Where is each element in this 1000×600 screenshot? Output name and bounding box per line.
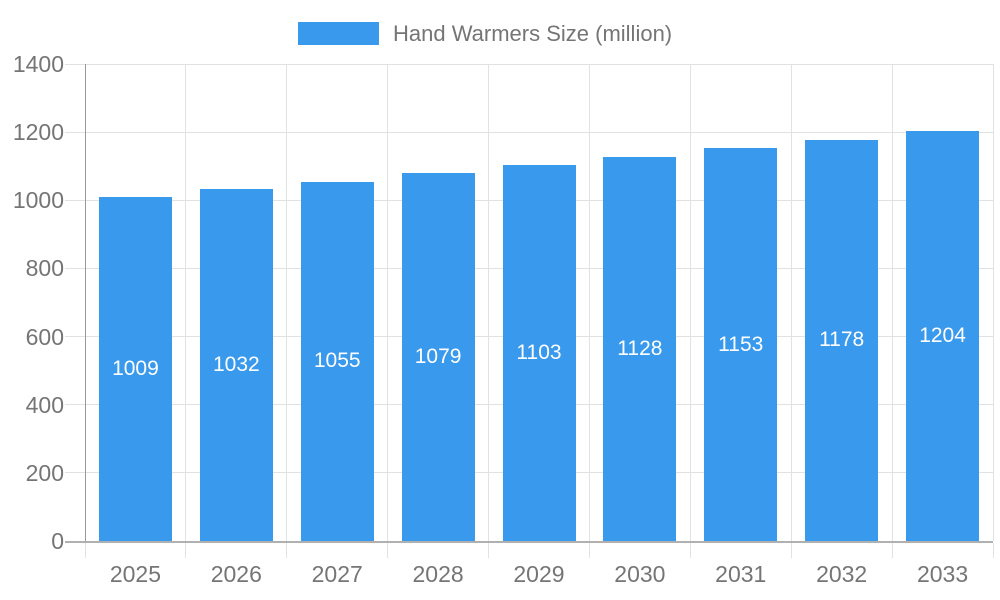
x-axis-tick-label: 2032 xyxy=(816,561,868,587)
y-axis-tick-label: 0 xyxy=(51,528,64,554)
bar-value-label: 1079 xyxy=(414,345,462,369)
x-axis-tick-label: 2028 xyxy=(412,561,464,587)
y-axis-tick-label: 800 xyxy=(25,255,64,282)
vertical-gridline xyxy=(185,64,187,541)
x-axis-line xyxy=(65,541,993,543)
horizontal-gridline xyxy=(85,131,993,133)
y-axis-tick xyxy=(65,63,85,65)
y-axis-tick-label: 1000 xyxy=(12,187,64,214)
bar-value-label: 1153 xyxy=(718,332,764,356)
bar[interactable]: 1079 xyxy=(401,173,475,541)
bar[interactable]: 1032 xyxy=(199,189,273,541)
bar-value-label: 1178 xyxy=(819,328,865,352)
y-axis-tick xyxy=(65,131,85,133)
legend-label: Hand Warmers Size (million) xyxy=(393,21,673,46)
bar[interactable]: 1103 xyxy=(502,165,576,541)
vertical-gridline xyxy=(488,64,490,541)
bar-value-label: 1204 xyxy=(919,323,966,347)
bar[interactable]: 1204 xyxy=(906,130,980,541)
x-axis-tick xyxy=(286,543,288,558)
y-axis-tick xyxy=(65,336,85,338)
bar[interactable]: 1178 xyxy=(805,139,879,541)
bar[interactable]: 1009 xyxy=(98,197,172,541)
vertical-gridline xyxy=(286,64,288,541)
x-axis-tick xyxy=(588,543,590,558)
x-axis-tick xyxy=(185,543,187,558)
vertical-gridline xyxy=(992,64,994,541)
y-axis-tick xyxy=(65,199,85,201)
bar-value-label: 1009 xyxy=(112,357,159,381)
x-axis-tick xyxy=(992,543,994,558)
vertical-gridline xyxy=(891,64,893,541)
y-axis-tick xyxy=(65,267,85,269)
bar-value-label: 1055 xyxy=(313,349,361,373)
vertical-gridline xyxy=(689,64,691,541)
x-axis-tick xyxy=(488,543,490,558)
y-axis-tick-label: 600 xyxy=(25,323,64,350)
bar-value-label: 1128 xyxy=(617,336,663,360)
bar[interactable]: 1153 xyxy=(704,148,778,541)
x-axis-tick-label: 2025 xyxy=(109,561,162,587)
vertical-gridline xyxy=(387,64,389,541)
x-axis-tick-label: 2029 xyxy=(513,561,565,587)
y-axis-tick-label: 200 xyxy=(25,459,64,486)
x-axis-tick xyxy=(689,543,691,558)
x-axis-tick-label: 2033 xyxy=(916,561,969,587)
x-axis-tick-label: 2026 xyxy=(210,561,262,587)
bar[interactable]: 1055 xyxy=(300,181,374,541)
horizontal-gridline xyxy=(85,63,993,65)
legend-swatch xyxy=(298,22,379,45)
bar[interactable]: 1128 xyxy=(603,156,677,541)
x-axis-tick xyxy=(790,543,792,558)
x-axis-tick-label: 2030 xyxy=(614,561,666,587)
vertical-gridline xyxy=(588,64,590,541)
y-axis-tick-label: 1200 xyxy=(12,119,64,146)
y-axis-tick xyxy=(65,472,85,474)
y-axis-line xyxy=(85,64,86,543)
y-axis-tick-label: 1400 xyxy=(12,51,64,77)
x-axis-tick-label: 2027 xyxy=(311,561,363,587)
y-axis-tick xyxy=(65,404,85,406)
bar-value-label: 1032 xyxy=(212,353,260,377)
x-axis-tick xyxy=(891,543,893,558)
vertical-gridline xyxy=(790,64,792,541)
x-axis-tick xyxy=(84,543,86,558)
bar-value-label: 1103 xyxy=(516,341,562,365)
x-axis-tick-label: 2031 xyxy=(715,561,767,587)
legend-item[interactable]: Hand Warmers Size (million) xyxy=(298,22,672,45)
x-axis-tick xyxy=(387,543,389,558)
y-axis-tick-label: 400 xyxy=(25,391,64,418)
